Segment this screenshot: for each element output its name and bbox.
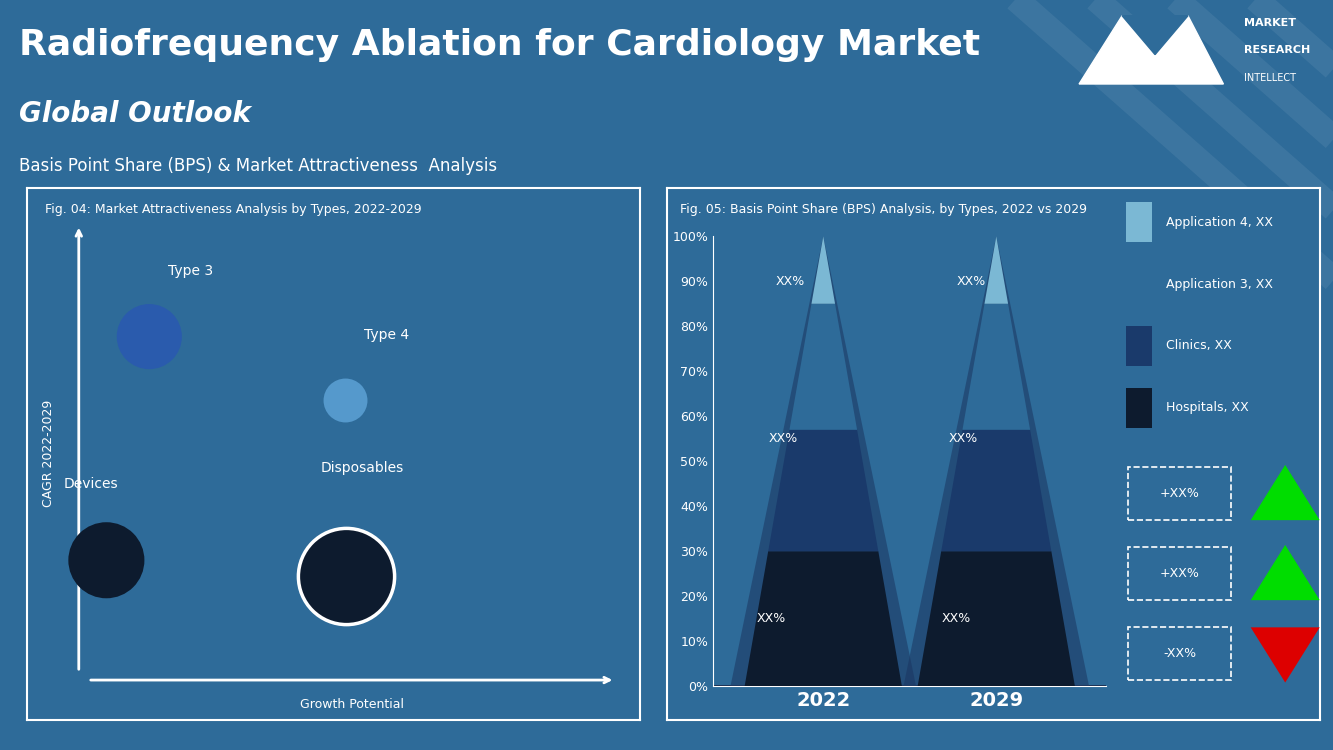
Text: Clinics, XX: Clinics, XX (1166, 340, 1232, 352)
FancyBboxPatch shape (1126, 264, 1152, 304)
Text: Basis Point Share (BPS) & Market Attractiveness  Analysis: Basis Point Share (BPS) & Market Attract… (19, 157, 497, 175)
Text: Fig. 05: Basis Point Share (BPS) Analysis, by Types, 2022 vs 2029: Fig. 05: Basis Point Share (BPS) Analysi… (680, 203, 1086, 217)
Polygon shape (812, 236, 834, 304)
Point (335, 394, 356, 406)
Polygon shape (768, 430, 878, 551)
Polygon shape (904, 236, 1089, 686)
Text: Type 4: Type 4 (364, 328, 409, 342)
Polygon shape (1122, 16, 1188, 55)
Text: +XX%: +XX% (1160, 488, 1200, 500)
Polygon shape (1250, 545, 1320, 600)
Text: Devices: Devices (64, 477, 119, 491)
Point (96, 554, 117, 566)
Text: Disposables: Disposables (321, 461, 404, 475)
Text: -XX%: -XX% (1164, 647, 1196, 660)
Text: Growth Potential: Growth Potential (300, 698, 404, 710)
Polygon shape (1250, 465, 1320, 520)
Text: XX%: XX% (941, 612, 970, 626)
Text: Global Outlook: Global Outlook (19, 100, 251, 128)
Polygon shape (941, 430, 1052, 551)
Text: RESEARCH: RESEARCH (1244, 46, 1310, 56)
Text: Type 3: Type 3 (168, 264, 213, 278)
Text: XX%: XX% (768, 432, 797, 445)
Polygon shape (962, 304, 1030, 430)
Text: Radiofrequency Ablation for Cardiology Market: Radiofrequency Ablation for Cardiology M… (19, 28, 980, 62)
Point (335, 570, 356, 582)
Text: Fig. 04: Market Attractiveness Analysis by Types, 2022-2029: Fig. 04: Market Attractiveness Analysis … (45, 203, 421, 217)
FancyBboxPatch shape (1126, 202, 1152, 242)
Polygon shape (917, 551, 1074, 686)
Text: CAGR 2022-2029: CAGR 2022-2029 (41, 400, 55, 507)
Polygon shape (789, 304, 857, 430)
Text: Hospitals, XX: Hospitals, XX (1166, 401, 1249, 414)
Text: Application 4, XX: Application 4, XX (1166, 216, 1273, 229)
Text: XX%: XX% (957, 274, 986, 288)
Polygon shape (730, 236, 916, 686)
Text: +XX%: +XX% (1160, 567, 1200, 580)
Polygon shape (1080, 16, 1224, 84)
Text: MARKET: MARKET (1244, 18, 1296, 28)
Text: XX%: XX% (756, 612, 785, 626)
Polygon shape (1250, 627, 1320, 682)
Text: INTELLECT: INTELLECT (1244, 73, 1296, 82)
Text: XX%: XX% (776, 274, 805, 288)
Polygon shape (745, 551, 902, 686)
FancyBboxPatch shape (1126, 388, 1152, 427)
Polygon shape (985, 236, 1008, 304)
Text: Application 3, XX: Application 3, XX (1166, 278, 1273, 290)
Text: XX%: XX% (949, 432, 978, 445)
FancyBboxPatch shape (1126, 326, 1152, 366)
Point (139, 331, 160, 343)
